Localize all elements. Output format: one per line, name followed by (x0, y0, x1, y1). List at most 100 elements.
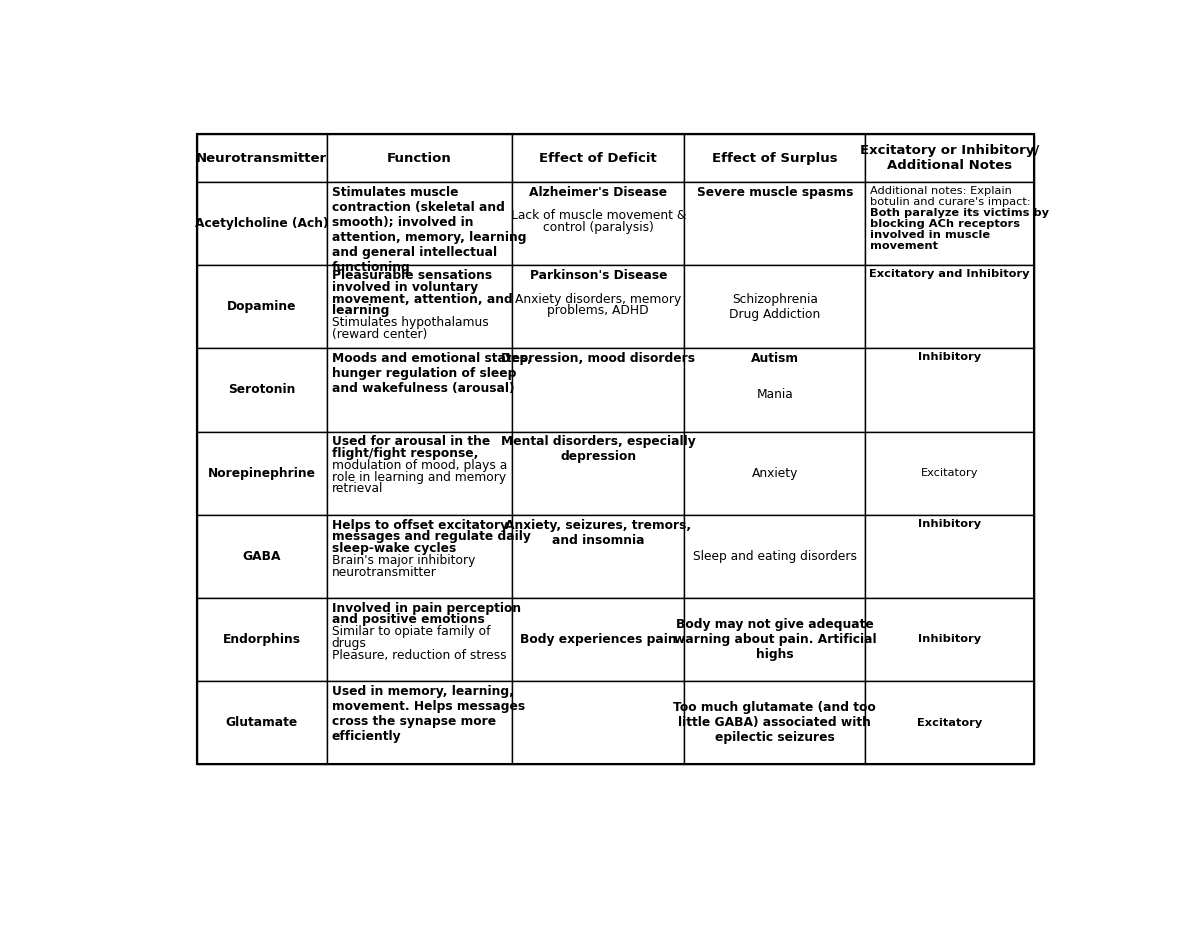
Text: Sleep and eating disorders: Sleep and eating disorders (692, 550, 857, 563)
Bar (684, 598, 865, 681)
Bar (197, 134, 1033, 764)
Text: Severe muscle spasms: Severe muscle spasms (697, 186, 853, 199)
Text: Depression, mood disorders: Depression, mood disorders (502, 352, 695, 365)
Text: Excitatory: Excitatory (920, 468, 978, 478)
Bar (197, 514, 328, 598)
Text: Excitatory or Inhibitory/
Additional Notes: Excitatory or Inhibitory/ Additional Not… (859, 145, 1039, 172)
Text: role in learning and memory: role in learning and memory (331, 471, 506, 484)
Text: Glutamate: Glutamate (226, 717, 298, 730)
Bar (197, 432, 328, 514)
Text: Body may not give adequate
warning about pain. Artificial
highs: Body may not give adequate warning about… (673, 618, 876, 661)
Text: Parkinson's Disease: Parkinson's Disease (529, 269, 667, 282)
Text: movement: movement (870, 241, 938, 250)
Bar (512, 432, 684, 514)
Bar (512, 265, 684, 349)
Bar (684, 182, 865, 265)
Bar (197, 134, 328, 182)
Text: movement, attention, and: movement, attention, and (331, 293, 512, 306)
Text: Similar to opiate family of: Similar to opiate family of (331, 625, 491, 639)
Bar (328, 598, 512, 681)
Bar (684, 265, 865, 349)
Text: Body experiences pain: Body experiences pain (520, 633, 677, 646)
Bar (865, 514, 1033, 598)
Bar (684, 432, 865, 514)
Text: Brain's major inhibitory: Brain's major inhibitory (331, 553, 475, 567)
Text: and positive emotions: and positive emotions (331, 614, 485, 627)
Bar (197, 681, 328, 764)
Bar (865, 265, 1033, 349)
Bar (197, 349, 328, 432)
Bar (328, 182, 512, 265)
Text: flight/fight response,: flight/fight response, (331, 447, 478, 460)
Bar (328, 681, 512, 764)
Text: Function: Function (388, 152, 452, 165)
Text: Inhibitory: Inhibitory (918, 634, 980, 644)
Text: Endorphins: Endorphins (223, 633, 301, 646)
Text: Both paralyze its victims by: Both paralyze its victims by (870, 208, 1049, 218)
Text: involved in muscle: involved in muscle (870, 230, 990, 240)
Text: Lack of muscle movement &: Lack of muscle movement & (510, 210, 686, 222)
Text: Schizophrenia
Drug Addiction: Schizophrenia Drug Addiction (730, 293, 821, 321)
Bar (512, 598, 684, 681)
Text: Excitatory: Excitatory (917, 717, 982, 728)
Bar (197, 265, 328, 349)
Bar (684, 514, 865, 598)
Text: Anxiety, seizures, tremors,
and insomnia: Anxiety, seizures, tremors, and insomnia (505, 518, 691, 547)
Text: Used in memory, learning,
movement. Helps messages
cross the synapse more
effici: Used in memory, learning, movement. Help… (331, 685, 524, 743)
Bar (865, 182, 1033, 265)
Bar (328, 349, 512, 432)
Text: Involved in pain perception: Involved in pain perception (331, 602, 521, 615)
Text: Effect of Surplus: Effect of Surplus (712, 152, 838, 165)
Bar (197, 598, 328, 681)
Bar (865, 134, 1033, 182)
Text: Serotonin: Serotonin (228, 384, 295, 397)
Bar (684, 134, 865, 182)
Text: (reward center): (reward center) (331, 328, 427, 341)
Bar (684, 349, 865, 432)
Text: Anxiety: Anxiety (751, 466, 798, 479)
Text: Norepinephrine: Norepinephrine (208, 466, 316, 479)
Bar (865, 349, 1033, 432)
Bar (328, 134, 512, 182)
Bar (328, 514, 512, 598)
Bar (197, 134, 1033, 764)
Bar (197, 182, 328, 265)
Text: control (paralysis): control (paralysis) (542, 222, 654, 235)
Text: Mental disorders, especially
depression: Mental disorders, especially depression (500, 436, 696, 464)
Text: Additional notes: Explain: Additional notes: Explain (870, 186, 1012, 196)
Text: problems, ADHD: problems, ADHD (547, 304, 649, 317)
Bar (865, 681, 1033, 764)
Text: Stimulates muscle
contraction (skeletal and
smooth); involved in
attention, memo: Stimulates muscle contraction (skeletal … (331, 186, 527, 274)
Text: Anxiety disorders, memory: Anxiety disorders, memory (515, 293, 682, 306)
Bar (512, 182, 684, 265)
Text: Effect of Deficit: Effect of Deficit (539, 152, 658, 165)
Text: learning: learning (331, 304, 389, 317)
Bar (865, 432, 1033, 514)
Text: Alzheimer's Disease: Alzheimer's Disease (529, 186, 667, 199)
Text: drugs: drugs (331, 637, 366, 650)
Bar (512, 349, 684, 432)
Text: Autism: Autism (751, 352, 799, 365)
Text: Inhibitory: Inhibitory (918, 518, 980, 528)
Text: Pleasurable sensations: Pleasurable sensations (331, 269, 492, 282)
Text: blocking ACh receptors: blocking ACh receptors (870, 219, 1020, 229)
Text: Neurotransmitter: Neurotransmitter (197, 152, 328, 165)
Text: Dopamine: Dopamine (227, 300, 296, 313)
Text: retrieval: retrieval (331, 482, 383, 495)
Text: Inhibitory: Inhibitory (918, 352, 980, 362)
Text: GABA: GABA (242, 550, 281, 563)
Bar (512, 681, 684, 764)
Text: Moods and emotional states,
hunger regulation of sleep
and wakefulness (arousal): Moods and emotional states, hunger regul… (331, 352, 532, 395)
Text: Acetylcholine (Ach): Acetylcholine (Ach) (196, 217, 329, 230)
Text: sleep-wake cycles: sleep-wake cycles (331, 542, 456, 555)
Bar (328, 432, 512, 514)
Bar (865, 598, 1033, 681)
Bar (512, 514, 684, 598)
Text: messages and regulate daily: messages and regulate daily (331, 530, 530, 543)
Text: Stimulates hypothalamus: Stimulates hypothalamus (331, 316, 488, 329)
Bar (684, 681, 865, 764)
Text: botulin and curare's impact:: botulin and curare's impact: (870, 197, 1031, 207)
Text: Pleasure, reduction of stress: Pleasure, reduction of stress (331, 649, 506, 662)
Text: Excitatory and Inhibitory: Excitatory and Inhibitory (869, 269, 1030, 279)
Text: Used for arousal in the: Used for arousal in the (331, 436, 490, 449)
